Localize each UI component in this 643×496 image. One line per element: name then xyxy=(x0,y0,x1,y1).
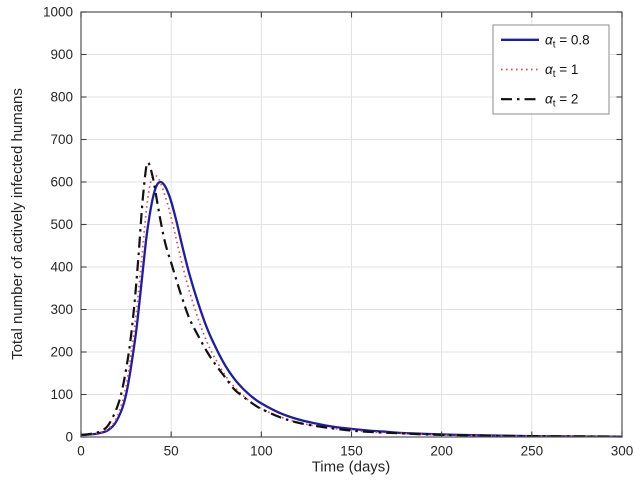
y-tick-label: 1000 xyxy=(43,5,73,20)
tick-label-layer: 0 50 100 150 200 250 300 0 100 200 300 400 500 600 700… xyxy=(43,5,633,459)
series-line-2 xyxy=(81,161,622,437)
legend-label-2: αt = 2 xyxy=(545,92,578,110)
series-line-0 xyxy=(81,180,622,437)
y-tick-label: 800 xyxy=(50,90,73,105)
y-tick-label: 500 xyxy=(50,217,73,232)
legend-label-1: αt = 1 xyxy=(545,62,578,80)
y-tick-label: 100 xyxy=(50,387,73,402)
y-tick-label: 600 xyxy=(50,175,73,190)
x-tick-label: 100 xyxy=(250,444,273,459)
x-tick-label: 150 xyxy=(340,444,363,459)
x-tick-label: 200 xyxy=(430,444,453,459)
x-tick-label: 300 xyxy=(611,444,634,459)
series-line-1 xyxy=(81,174,622,437)
x-axis-label: Time (days) xyxy=(312,458,391,475)
legend-label-0: αt = 0.8 xyxy=(545,32,590,50)
legend: αt = 0.8 αt = 1 αt = 2 xyxy=(492,24,610,115)
y-tick-label: 0 xyxy=(65,430,73,445)
y-tick-label: 900 xyxy=(50,47,73,62)
y-tick-label: 200 xyxy=(50,345,73,360)
y-tick-label: 300 xyxy=(50,302,73,317)
y-axis-label: Total number of actively infected humans xyxy=(9,88,26,360)
x-tick-label: 0 xyxy=(77,444,85,459)
x-tick-label: 250 xyxy=(521,444,544,459)
tick-layer xyxy=(80,11,623,438)
y-tick-label: 400 xyxy=(50,260,73,275)
series-layer xyxy=(81,161,622,437)
y-tick-label: 700 xyxy=(50,132,73,147)
x-tick-label: 50 xyxy=(164,444,179,459)
